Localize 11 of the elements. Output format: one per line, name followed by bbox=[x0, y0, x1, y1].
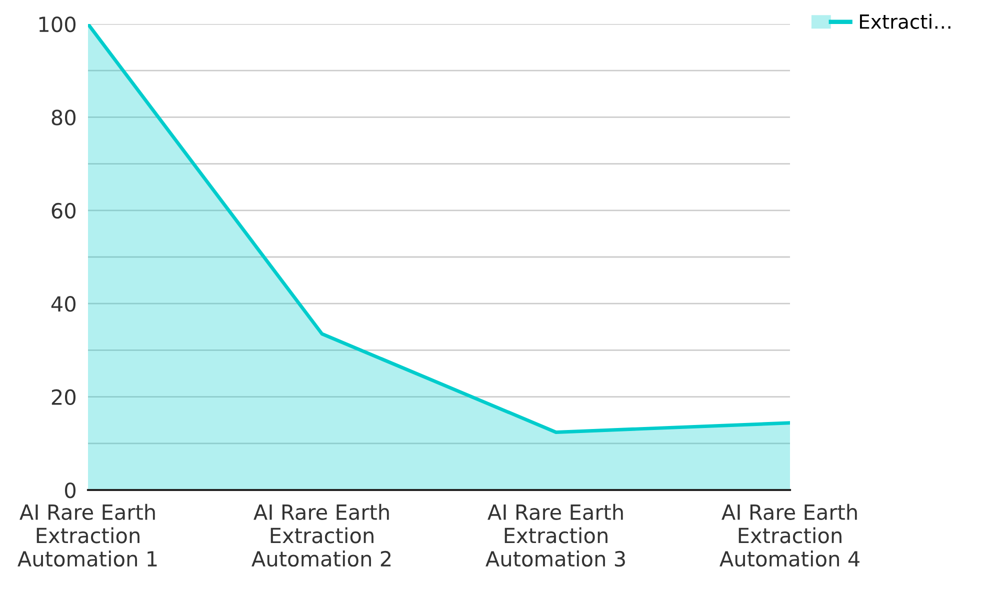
y-tick-label: 60 bbox=[52, 202, 76, 219]
y-tick-label: 80 bbox=[52, 110, 76, 126]
x-tick-label: AI Rare Earth Extraction Automation 1 bbox=[18, 504, 157, 567]
x-tick-label: AI Rare Earth Extraction Automation 3 bbox=[486, 504, 625, 567]
y-tick-label: 20 bbox=[52, 389, 76, 406]
x-tick-label: AI Rare Earth Extraction Automation 4 bbox=[720, 504, 860, 567]
y-tick-label: 40 bbox=[51, 296, 76, 312]
y-tick-label: 100 bbox=[39, 16, 76, 32]
x-tick-label: AI Rare Earth Extraction Automation 2 bbox=[252, 504, 391, 567]
legend-label: Extracti… bbox=[860, 14, 950, 29]
y-tick-label: 0 bbox=[65, 482, 76, 498]
